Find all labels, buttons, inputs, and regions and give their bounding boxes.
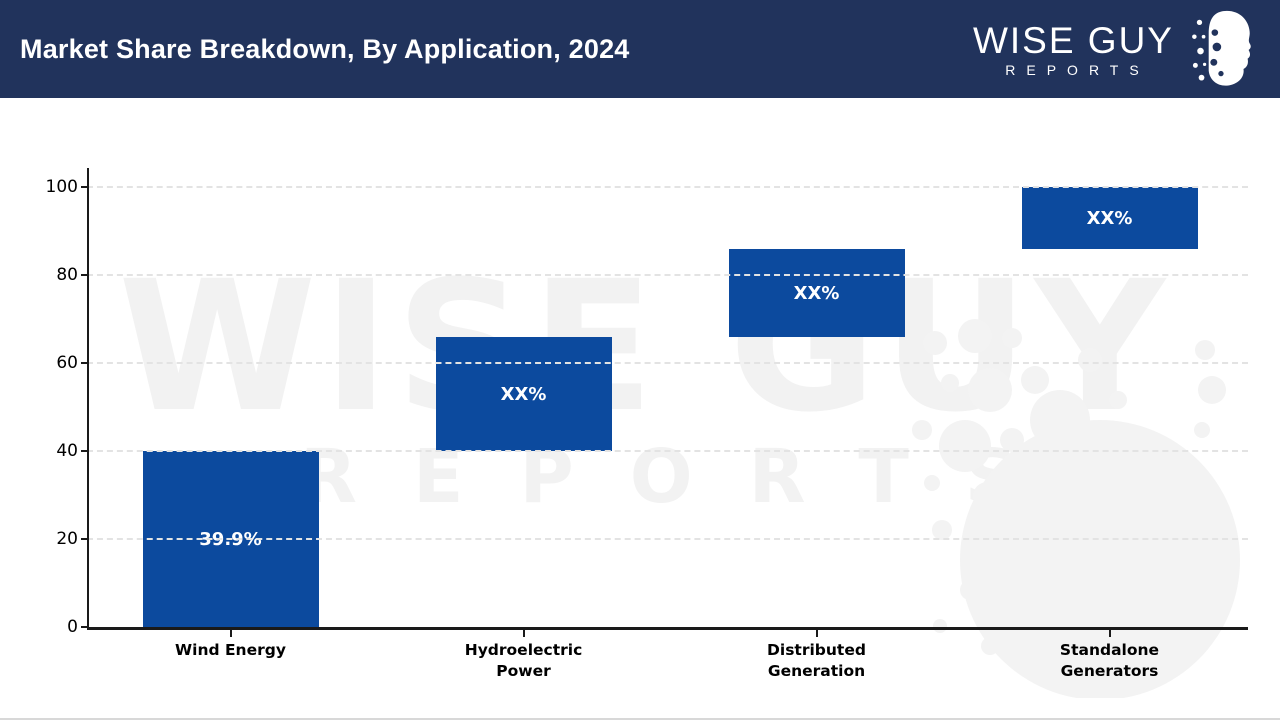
bar-value-label: XX% <box>500 383 547 405</box>
brand-name: WISE GUY <box>972 19 1174 61</box>
brand-face-icon <box>1192 10 1251 86</box>
y-tick-mark-80 <box>81 274 88 276</box>
y-tick-mark-0 <box>81 626 88 628</box>
brand-subname: REPORTS <box>1005 61 1150 78</box>
y-tick-mark-60 <box>81 362 88 364</box>
brand-logo: WISE GUY REPORTS <box>973 6 1266 92</box>
x-category-label: Hydroelectric Power <box>464 641 583 680</box>
gridline-80 <box>87 274 1248 276</box>
bar-distributed-generation: XX% <box>728 249 905 338</box>
y-tick-mark-40 <box>81 450 88 452</box>
x-category-label: Wind Energy <box>175 641 286 659</box>
y-axis-spine <box>87 168 89 629</box>
gridline-100 <box>87 186 1248 188</box>
x-tick-mark-0 <box>229 627 232 637</box>
y-tick-mark-100 <box>81 186 88 188</box>
header-bar: Market Share Breakdown, By Application, … <box>0 0 1280 98</box>
plot-area: 0 20 40 60 80 100 39.9% Wind Energy XX% Hydroelec… <box>0 98 1280 718</box>
brand-logo-text: WISE GUY REPORTS <box>973 22 1174 77</box>
x-axis-spine <box>87 627 1248 630</box>
watermark-subword: REPORTS <box>300 434 1075 520</box>
gridline-60 <box>87 362 1248 364</box>
bar-standalone-generators: XX% <box>1021 187 1198 250</box>
gridline-40 <box>87 450 1248 452</box>
x-tick-mark-3 <box>1108 627 1111 637</box>
y-tick-label-20: 20 <box>56 529 78 549</box>
y-tick-label-80: 80 <box>56 265 78 285</box>
page-title: Market Share Breakdown, By Application, … <box>20 33 630 64</box>
y-tick-label-40: 40 <box>56 441 78 461</box>
bar-hydroelectric-power: XX% <box>435 337 612 452</box>
x-category-label: Standalone Generators <box>1059 641 1160 680</box>
bar-value-label: XX% <box>793 282 840 304</box>
x-tick-mark-1 <box>522 627 525 637</box>
x-tick-mark-2 <box>815 627 818 637</box>
bar-value-label: XX% <box>1086 207 1133 229</box>
y-tick-label-0: 0 <box>67 617 78 637</box>
y-tick-label-100: 100 <box>45 177 78 197</box>
chart-area: WISE GUY REPORTS <box>0 98 1280 720</box>
gridline-20 <box>87 538 1248 540</box>
y-tick-mark-20 <box>81 538 88 540</box>
y-tick-label-60: 60 <box>56 353 78 373</box>
x-category-label: Distributed Generation <box>767 641 866 680</box>
